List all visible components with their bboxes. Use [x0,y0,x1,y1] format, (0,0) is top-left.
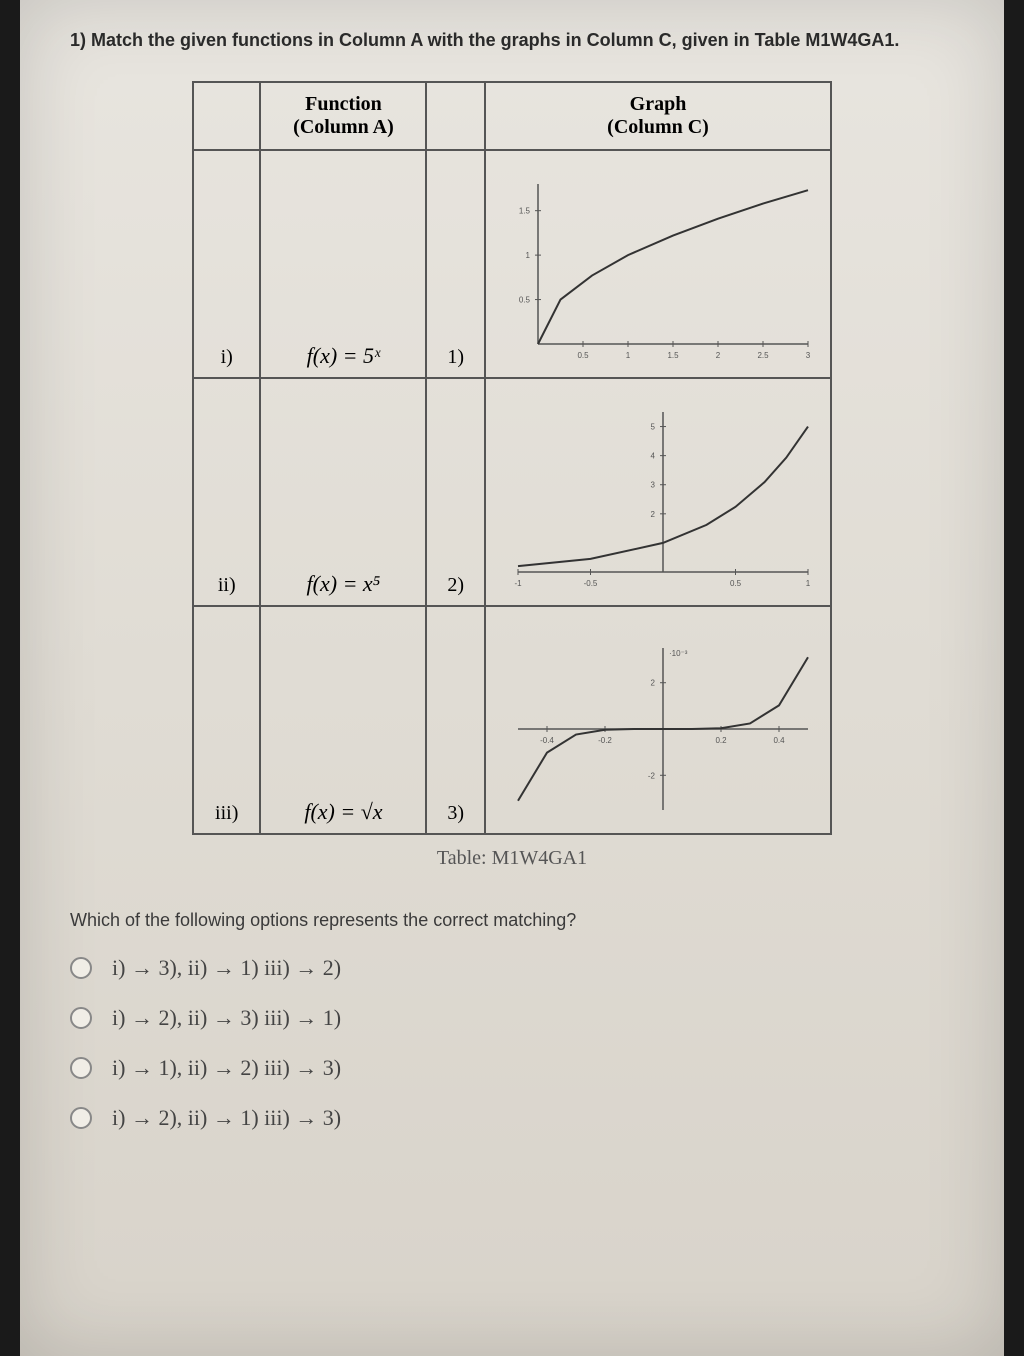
svg-text:0.5: 0.5 [730,579,742,588]
graph-number: 2) [426,378,485,606]
row-index: ii) [193,378,260,606]
graph-cell-3: -0.4 -0.2 0.2 0.4 -2 2 ·10⁻³ [485,606,831,834]
svg-text:5: 5 [651,423,656,432]
function-cell: f(x) = x⁵ [260,378,426,606]
table-row: ii) f(x) = x⁵ 2) -1 -0.5 0.5 1 2 3 4 5 [193,378,831,606]
svg-text:0.5: 0.5 [519,296,531,305]
option-row[interactable]: i) → 2), ii) → 1) iii) → 3) [70,1105,954,1131]
option-row[interactable]: i) → 2), ii) → 3) iii) → 1) [70,1005,954,1031]
svg-text:1: 1 [626,351,631,360]
graph-1: 0.5 1 1.5 2 2.5 3 0.5 1 1.5 [498,174,818,369]
subquestion-text: Which of the following options represent… [70,910,954,931]
radio-icon[interactable] [70,1007,92,1029]
svg-text:4: 4 [651,452,656,461]
svg-text:·10⁻³: ·10⁻³ [669,649,688,658]
header-colC: Graph (Column C) [485,82,831,150]
svg-text:-0.2: -0.2 [598,736,612,745]
svg-text:1: 1 [806,579,811,588]
svg-text:1: 1 [526,251,531,260]
svg-text:-0.5: -0.5 [584,579,598,588]
graph-3: -0.4 -0.2 0.2 0.4 -2 2 ·10⁻³ [498,630,818,825]
row-index: iii) [193,606,260,834]
option-label: i) → 2), ii) → 3) iii) → 1) [112,1005,341,1031]
header-blank-2 [426,82,485,150]
option-label: i) → 1), ii) → 2) iii) → 3) [112,1055,341,1081]
function-cell: f(x) = 5ˣ [260,150,426,378]
svg-text:0.5: 0.5 [577,351,589,360]
svg-text:2.5: 2.5 [757,351,769,360]
table-row: iii) f(x) = √x 3) -0.4 -0.2 0.2 0.4 -2 2 ·10⁻³ [193,606,831,834]
radio-icon[interactable] [70,1057,92,1079]
matching-table: Function (Column A) Graph (Column C) i) … [192,81,832,870]
radio-icon[interactable] [70,957,92,979]
svg-text:0.4: 0.4 [773,736,785,745]
svg-text:2: 2 [716,351,721,360]
header-colA: Function (Column A) [260,82,426,150]
row-index: i) [193,150,260,378]
table-caption: Table: M1W4GA1 [192,847,832,870]
svg-text:3: 3 [651,481,656,490]
graph-cell-1: 0.5 1 1.5 2 2.5 3 0.5 1 1.5 [485,150,831,378]
graph-number: 1) [426,150,485,378]
svg-text:1.5: 1.5 [667,351,679,360]
svg-text:-0.4: -0.4 [540,736,554,745]
svg-text:1.5: 1.5 [519,207,531,216]
option-row[interactable]: i) → 3), ii) → 1) iii) → 2) [70,955,954,981]
svg-text:2: 2 [651,510,656,519]
option-label: i) → 2), ii) → 1) iii) → 3) [112,1105,341,1131]
header-blank-1 [193,82,260,150]
svg-text:2: 2 [651,679,656,688]
option-row[interactable]: i) → 1), ii) → 2) iii) → 3) [70,1055,954,1081]
graph-cell-2: -1 -0.5 0.5 1 2 3 4 5 [485,378,831,606]
svg-text:3: 3 [806,351,811,360]
graph-2: -1 -0.5 0.5 1 2 3 4 5 [498,402,818,597]
svg-text:-2: -2 [648,771,656,780]
graph-number: 3) [426,606,485,834]
page: 1) Match the given functions in Column A… [20,0,1004,1356]
radio-icon[interactable] [70,1107,92,1129]
function-cell: f(x) = √x [260,606,426,834]
option-label: i) → 3), ii) → 1) iii) → 2) [112,955,341,981]
question-text: 1) Match the given functions in Column A… [70,30,954,51]
svg-text:-1: -1 [514,579,522,588]
table-row: i) f(x) = 5ˣ 1) 0.5 1 1.5 2 2.5 3 0.5 1 1.5 [193,150,831,378]
svg-text:0.2: 0.2 [715,736,727,745]
